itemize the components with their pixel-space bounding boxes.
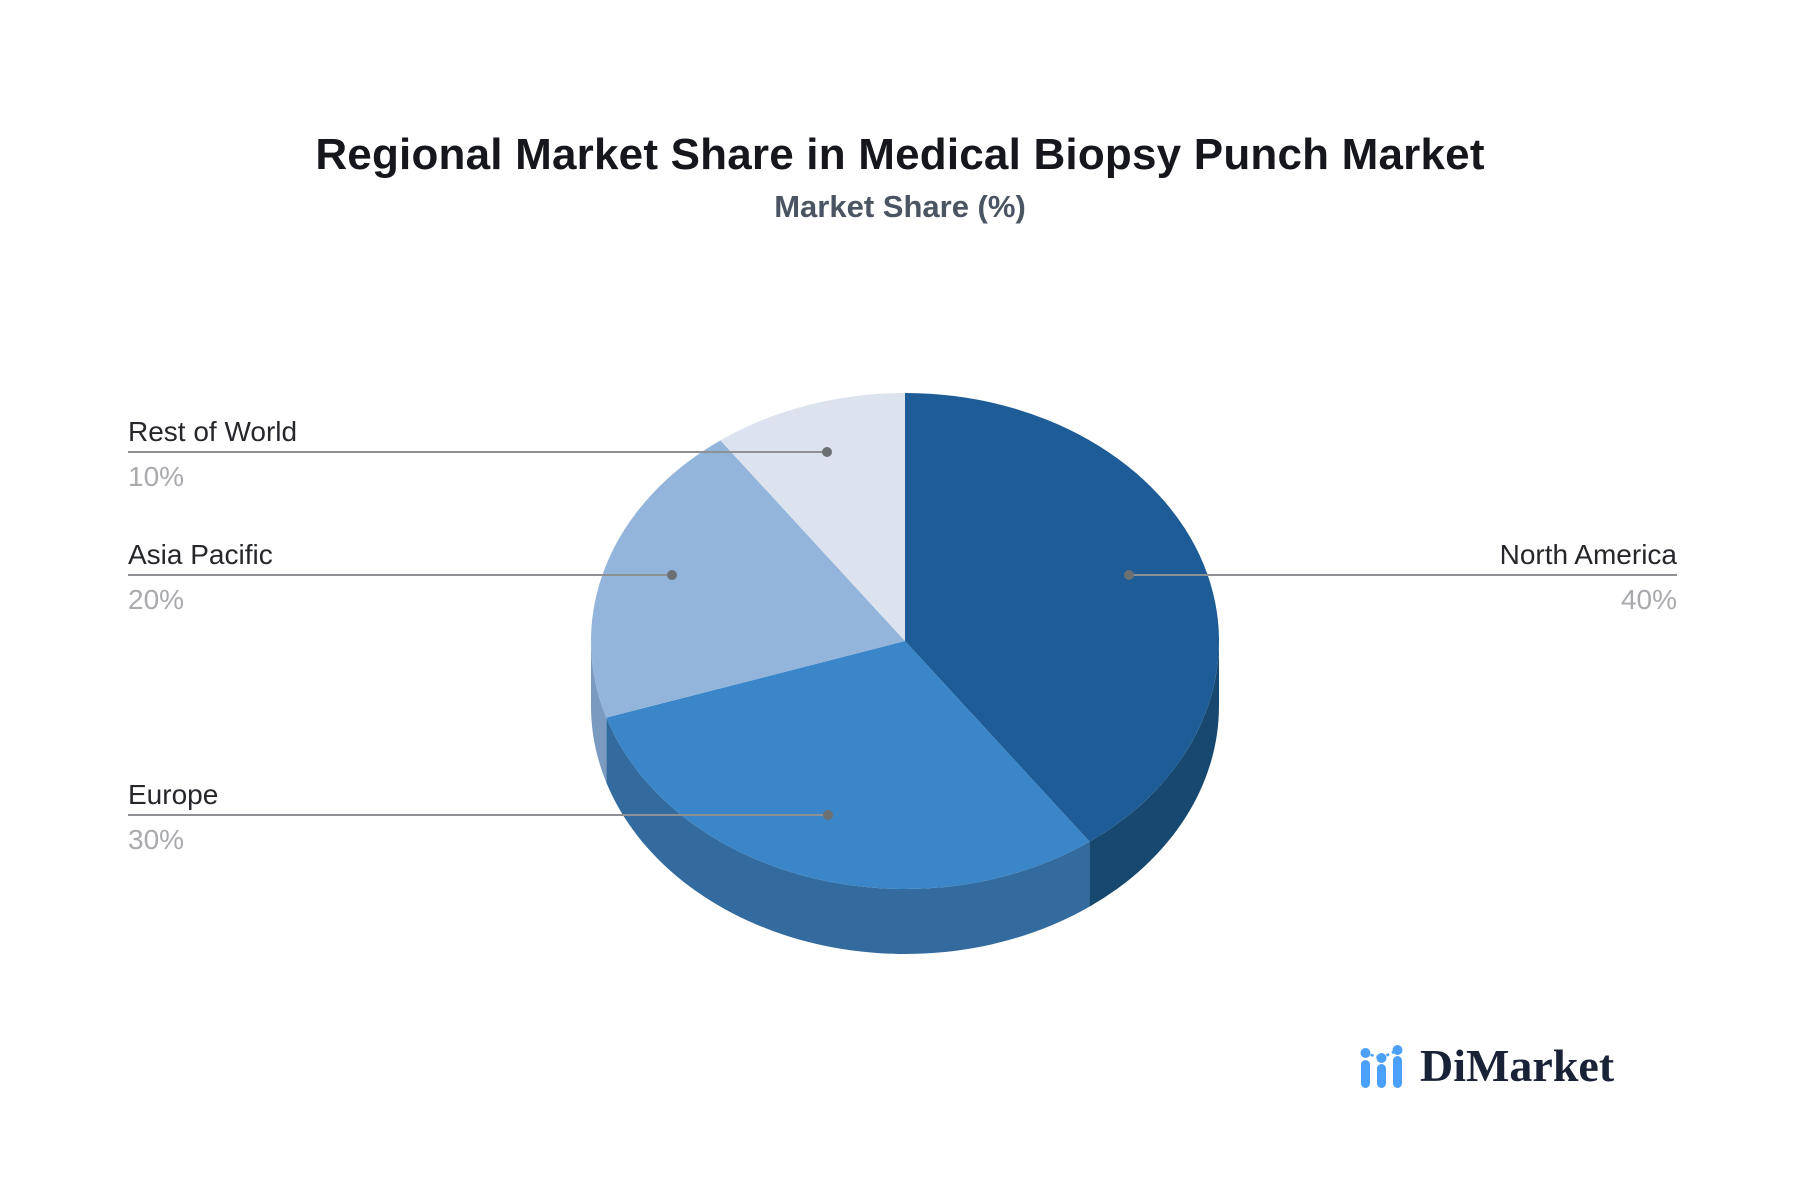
pie-slice-europe[interactable] [606, 641, 1090, 890]
leader-dot-europe [823, 810, 833, 820]
dimarket-logo: DiMarket [1358, 1038, 1614, 1094]
slice-value-rest-of-world: 10% [128, 461, 185, 492]
slice-value-asia-pacific: 20% [128, 584, 185, 615]
page-title: Regional Market Share in Medical Biopsy … [315, 130, 1485, 179]
pie-slice-north-america[interactable] [905, 393, 1219, 842]
slice-label-europe: Europe [128, 779, 219, 810]
slice-value-north-america: 40% [1620, 584, 1677, 615]
pie-slice-rest-of-world[interactable] [720, 393, 905, 641]
pie-slice-asia-pacific[interactable] [591, 440, 905, 718]
page-subtitle: Market Share (%) [774, 189, 1026, 224]
pie-slice-side-north-america [1089, 641, 1219, 907]
leader-dot-rest-of-world [822, 447, 832, 457]
leader-dot-north-america [1124, 570, 1134, 580]
pie-slice-side-europe [606, 717, 1090, 954]
leader-dot-asia-pacific [667, 570, 677, 580]
slice-value-europe: 30% [128, 824, 185, 855]
slice-label-asia-pacific: Asia Pacific [128, 539, 273, 570]
slice-label-north-america: North America [1499, 539, 1677, 570]
bar-line-chart-icon [1360, 1045, 1403, 1088]
pie-slice-side-asia-pacific [591, 641, 607, 783]
slice-label-rest-of-world: Rest of World [128, 416, 298, 447]
logo-text: DiMarket [1420, 1040, 1615, 1091]
